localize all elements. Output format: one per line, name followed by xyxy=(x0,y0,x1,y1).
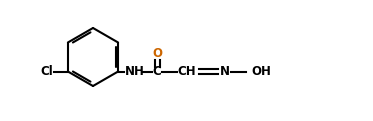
Text: OH: OH xyxy=(251,65,271,78)
Text: Cl: Cl xyxy=(40,65,53,78)
Text: CH: CH xyxy=(178,65,197,78)
Text: NH: NH xyxy=(125,65,145,78)
Text: O: O xyxy=(152,47,162,60)
Text: C: C xyxy=(153,65,162,78)
Text: N: N xyxy=(220,65,230,78)
